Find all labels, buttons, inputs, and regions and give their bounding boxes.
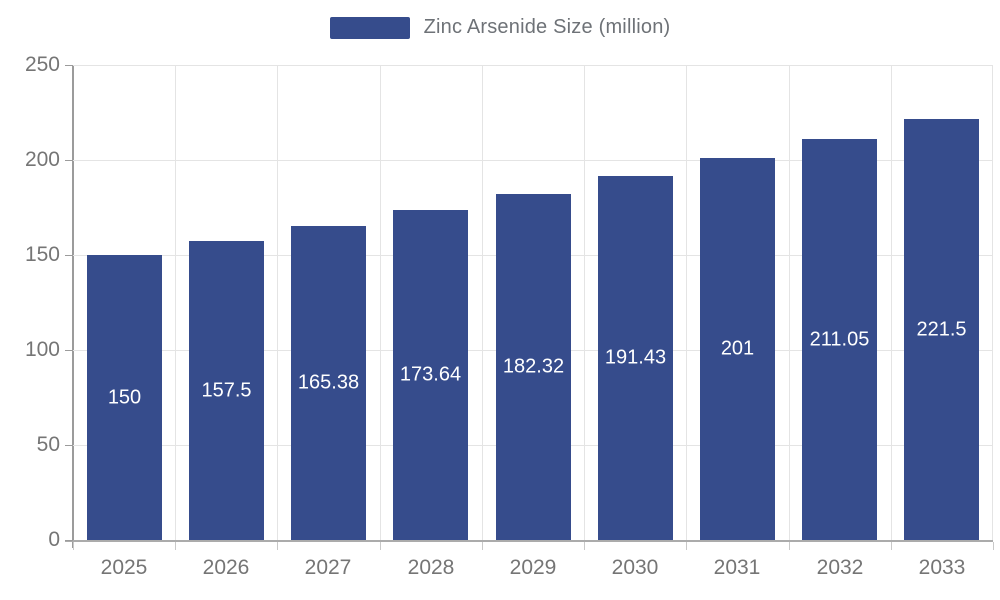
y-axis-tick: [65, 255, 73, 256]
x-axis-tick: [482, 542, 483, 550]
h-gridline: [73, 64, 993, 66]
x-axis-tick-label: 2029: [509, 556, 557, 579]
bar-value-label: 201: [720, 337, 755, 360]
y-axis-tick-label: 250: [24, 53, 60, 76]
h-gridline: [73, 159, 993, 161]
bar[interactable]: 221.5: [904, 119, 979, 540]
v-gridline: [685, 65, 687, 540]
bar[interactable]: 191.43: [598, 176, 673, 540]
v-gridline: [481, 65, 483, 540]
y-axis-tick-label: 0: [48, 528, 60, 551]
x-axis-tick-label: 2026: [202, 556, 250, 579]
bar-value-label: 182.32: [502, 355, 565, 378]
v-gridline: [379, 65, 381, 540]
bar[interactable]: 173.64: [393, 210, 468, 540]
x-axis-tick: [891, 542, 892, 550]
y-axis-tick: [65, 350, 73, 351]
bar-value-label: 150: [107, 386, 142, 408]
v-gridline: [992, 65, 993, 540]
x-axis-tick: [993, 542, 994, 550]
bar[interactable]: 157.5: [189, 241, 264, 540]
x-axis-tick-label: 2027: [304, 556, 352, 579]
y-axis-line: [72, 65, 74, 548]
x-axis-tick-label: 2028: [407, 556, 455, 579]
y-axis-tick: [65, 65, 73, 66]
bar[interactable]: 165.38: [291, 226, 366, 540]
legend-label[interactable]: Zinc Arsenide Size (million): [423, 16, 671, 38]
y-axis-tick-label: 200: [24, 148, 60, 171]
v-gridline: [583, 65, 585, 540]
v-gridline: [890, 65, 892, 540]
x-axis-tick-label: 2030: [611, 556, 659, 579]
v-gridline: [276, 65, 278, 540]
bar-value-label: 173.64: [399, 363, 462, 386]
bar[interactable]: 201: [700, 158, 775, 540]
x-axis-tick: [584, 542, 585, 550]
y-axis-tick-label: 50: [36, 433, 60, 456]
plot-area: 150 157.5 165.38 173.64 182.32 191.43 201 211.0…: [73, 64, 993, 540]
x-axis-tick-label: 2031: [713, 556, 761, 579]
y-axis-tick: [65, 160, 73, 161]
v-gridline: [174, 65, 176, 540]
legend-swatch[interactable]: [329, 16, 410, 39]
bar-value-label: 165.38: [297, 371, 360, 394]
x-axis-tick-label: 2032: [816, 556, 864, 579]
bar[interactable]: 211.05: [802, 139, 877, 540]
bar-value-label: 191.43: [604, 346, 667, 369]
v-gridline: [788, 65, 790, 540]
x-axis-tick-label: 2025: [100, 556, 148, 579]
bar[interactable]: 150: [87, 255, 162, 540]
y-axis-tick-label: 100: [24, 338, 60, 361]
x-axis-tick: [73, 542, 74, 550]
x-axis-tick: [175, 542, 176, 550]
bar-value-label: 157.5: [201, 379, 252, 401]
y-axis-tick: [65, 445, 73, 446]
x-axis-tick: [380, 542, 381, 550]
bar[interactable]: 182.32: [496, 194, 571, 540]
x-axis-line: [65, 540, 993, 542]
y-axis-tick: [65, 540, 73, 541]
x-axis-tick: [277, 542, 278, 550]
chart-legend[interactable]: Zinc Arsenide Size (million): [0, 16, 1000, 39]
x-axis-tick: [686, 542, 687, 550]
y-axis-tick-label: 150: [24, 243, 60, 266]
x-axis-tick-label: 2033: [918, 556, 966, 579]
bar-value-label: 221.5: [916, 318, 967, 340]
x-axis-tick: [789, 542, 790, 550]
bar-value-label: 211.05: [809, 328, 870, 350]
